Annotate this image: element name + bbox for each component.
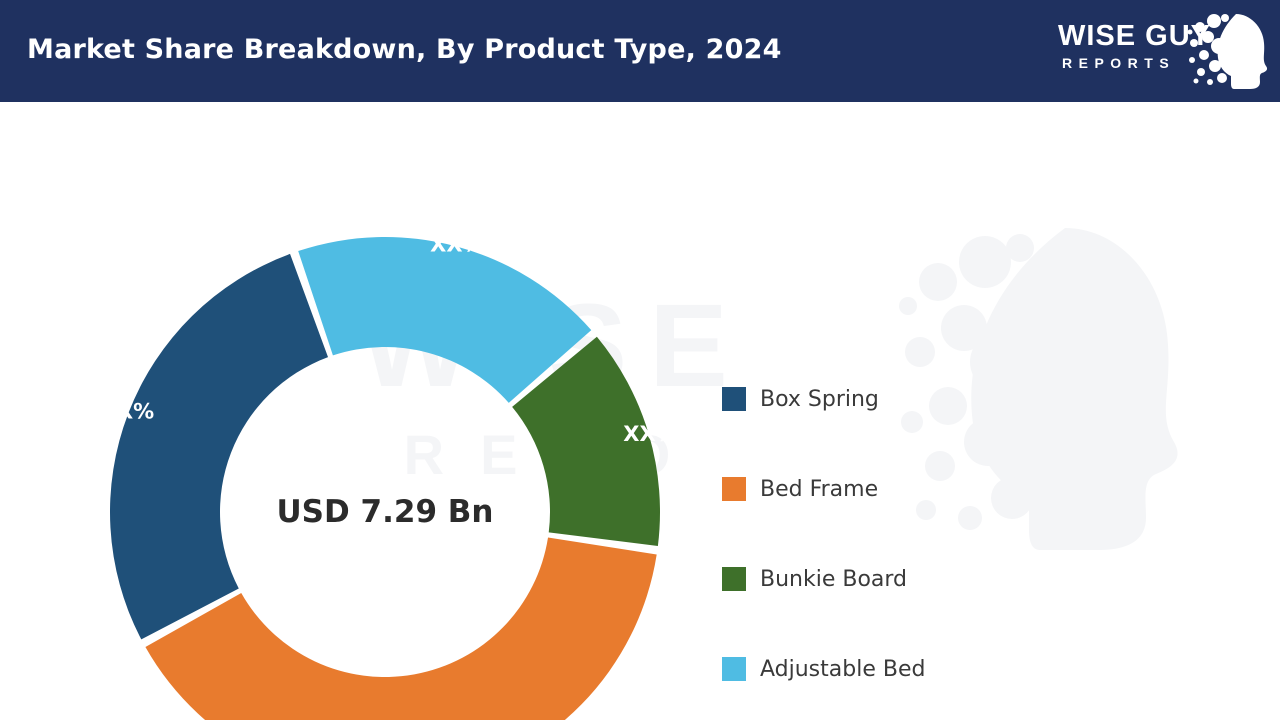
donut-chart: XX%XX%39.8%XX% USD 7.29 Bn (100, 227, 670, 720)
donut-slice-label: XX% (101, 400, 154, 424)
head-profile-dots-icon (1187, 14, 1268, 89)
donut-slice[interactable] (298, 237, 592, 403)
legend-swatch-box-spring (722, 387, 746, 411)
head-profile-dots-watermark-icon (899, 228, 1178, 550)
legend-item-adjustable-bed[interactable]: Adjustable Bed (722, 624, 1022, 714)
donut-slice[interactable] (110, 253, 329, 640)
donut-slice-label: XX% (623, 422, 670, 446)
donut-slice[interactable] (512, 336, 660, 546)
logo-wordmark: WISE GUY (1058, 20, 1212, 52)
chart-canvas: WISE REPO XX%XX%39.8%XX% USD 7.29 Bn Box… (0, 102, 1280, 720)
brand-logo: WISE GUY REPORTS (1056, 8, 1272, 94)
page-title: Market Share Breakdown, By Product Type,… (27, 34, 782, 65)
legend-label-adjustable-bed: Adjustable Bed (760, 656, 926, 682)
donut-slice[interactable] (145, 537, 657, 720)
logo-subtitle: REPORTS (1062, 55, 1176, 71)
legend-item-bed-frame[interactable]: Bed Frame (722, 444, 1022, 534)
legend-item-bunkie-board[interactable]: Bunkie Board (722, 534, 1022, 624)
donut-chart-svg: XX%XX%39.8%XX% (101, 233, 670, 720)
legend-item-box-spring[interactable]: Box Spring (722, 354, 1022, 444)
legend-swatch-adjustable-bed (722, 657, 746, 681)
donut-slices (110, 237, 660, 720)
donut-slice-label: XX% (430, 233, 483, 257)
legend-label-box-spring: Box Spring (760, 386, 879, 412)
legend-label-bunkie-board: Bunkie Board (760, 566, 908, 592)
legend-label-bed-frame: Bed Frame (760, 476, 879, 502)
page-header: Market Share Breakdown, By Product Type,… (0, 0, 1280, 102)
legend-swatch-bed-frame (722, 477, 746, 501)
legend-swatch-bunkie-board (722, 567, 746, 591)
donut-slice-labels: XX%XX%39.8%XX% (101, 233, 670, 446)
chart-legend: Box Spring Bed Frame Bunkie Board Adjust… (722, 354, 1022, 714)
